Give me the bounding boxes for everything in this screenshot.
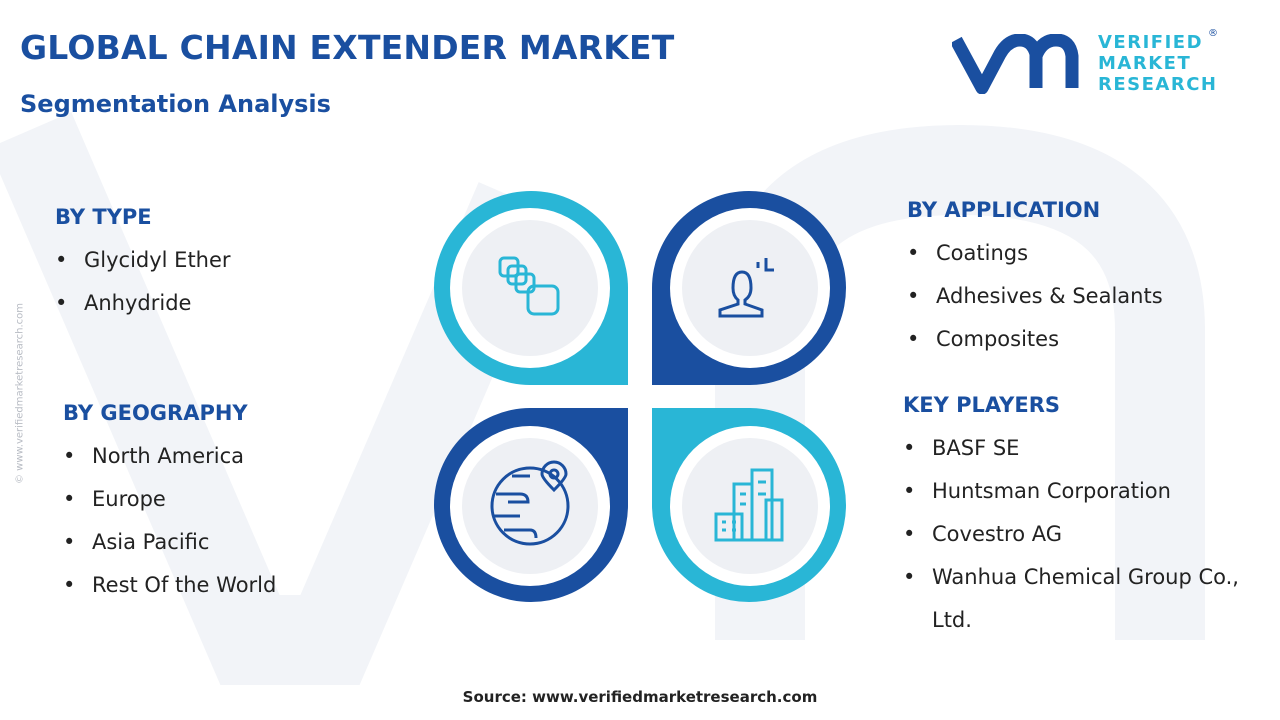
section-heading: KEY PLAYERS xyxy=(903,393,1060,417)
segment-section: KEY PLAYERS BASF SEHuntsman CorporationCo… xyxy=(903,390,1253,642)
icon-chain xyxy=(498,256,560,316)
section-item: Wanhua Chemical Group Co., Ltd. xyxy=(903,556,1253,642)
section-item: Asia Pacific xyxy=(63,521,276,564)
section-list: North AmericaEuropeAsia PacificRest Of t… xyxy=(63,435,276,607)
icon-user xyxy=(718,258,774,318)
logo-text: VERIFIED MARKET RESEARCH xyxy=(1098,32,1217,95)
section-item: BASF SE xyxy=(903,427,1253,470)
segment-section: BY APPLICATION CoatingsAdhesives & Sealan… xyxy=(907,195,1163,361)
section-item: Europe xyxy=(63,478,276,521)
side-watermark: © www.verifiedmarketresearch.com xyxy=(14,302,26,485)
section-item: Anhydride xyxy=(55,282,231,325)
section-heading: BY GEOGRAPHY xyxy=(63,401,248,425)
logo-line: VERIFIED xyxy=(1098,32,1204,53)
section-item: Huntsman Corporation xyxy=(903,470,1253,513)
icon-buildings xyxy=(714,468,784,542)
section-item: Composites xyxy=(907,318,1163,361)
title: GLOBAL CHAIN EXTENDER MARKET xyxy=(20,28,675,67)
section-list: Glycidyl EtherAnhydride xyxy=(55,239,231,325)
logo-vm xyxy=(952,34,1079,94)
section-heading: BY TYPE xyxy=(55,205,152,229)
logo-line: RESEARCH xyxy=(1098,74,1218,95)
subtitle: Segmentation Analysis xyxy=(20,90,331,118)
section-item: Adhesives & Sealants xyxy=(907,275,1163,318)
section-item: Coatings xyxy=(907,232,1163,275)
section-item: Rest Of the World xyxy=(63,564,276,607)
logo-mark xyxy=(952,34,1079,94)
section-heading: BY APPLICATION xyxy=(907,198,1101,222)
section-list: BASF SEHuntsman CorporationCovestro AGWa… xyxy=(903,427,1253,642)
segment-section: BY GEOGRAPHY North AmericaEuropeAsia Paci… xyxy=(63,398,276,607)
logo-line: MARKET xyxy=(1098,53,1192,74)
watermark-shape xyxy=(0,112,562,685)
icon-globe xyxy=(490,460,570,546)
logo-registered: ® xyxy=(1208,28,1218,39)
source: Source: www.verifiedmarketresearch.com xyxy=(462,688,818,706)
segment-section: BY TYPE Glycidyl EtherAnhydride xyxy=(55,202,231,325)
section-item: Glycidyl Ether xyxy=(55,239,231,282)
section-list: CoatingsAdhesives & SealantsComposites xyxy=(907,232,1163,361)
section-item: Covestro AG xyxy=(903,513,1253,556)
section-item: North America xyxy=(63,435,276,478)
